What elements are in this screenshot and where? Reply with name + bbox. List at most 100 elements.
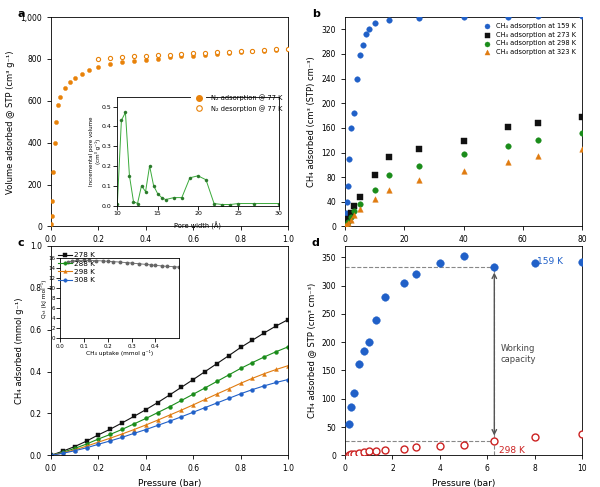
288 K (284, 344, 292, 350)
CH₄ adsorption at 159 K (352, 75, 362, 82)
CH₄ adsorption at 159 K (344, 155, 354, 163)
CH₄ adsorption at 273 K (503, 123, 513, 131)
Text: d: d (312, 238, 320, 247)
Text: 159 K: 159 K (537, 257, 563, 266)
Text: b: b (312, 9, 320, 19)
308 K (249, 387, 256, 393)
CH₄ adsorption at 298 K (349, 207, 359, 215)
278 K (237, 345, 244, 351)
CH₄ adsorption at 323 K (340, 223, 350, 230)
Text: a: a (18, 9, 25, 19)
278 K (284, 317, 292, 322)
298 K (202, 396, 209, 402)
308 K (190, 409, 197, 415)
CH₄ adsorption at 159 K (503, 13, 513, 21)
Y-axis label: CH₄ adsorbed (cm³ (STP) cm⁻³): CH₄ adsorbed (cm³ (STP) cm⁻³) (307, 56, 316, 187)
288 K (71, 446, 79, 451)
CH₄ adsorption at 298 K (341, 221, 351, 228)
288 K (178, 397, 185, 403)
CH₄ adsorption at 159 K (385, 16, 394, 23)
278 K (272, 323, 280, 329)
308 K (142, 427, 149, 432)
278 K (71, 444, 79, 450)
X-axis label: Pressure (bar): Pressure (bar) (432, 250, 495, 259)
288 K (190, 391, 197, 397)
CH₄ adsorption at 323 K (370, 195, 379, 203)
278 K (107, 426, 114, 432)
X-axis label: Relative pressure (P/P₀): Relative pressure (P/P₀) (116, 250, 223, 259)
CH₄ adsorption at 273 K (355, 193, 365, 201)
298 K (119, 431, 126, 437)
298 K (95, 439, 102, 445)
278 K (130, 413, 137, 419)
278 K (142, 407, 149, 412)
288 K (47, 452, 55, 458)
CH₄ adsorption at 323 K (343, 220, 353, 227)
CH₄ adsorption at 323 K (577, 145, 587, 153)
CH₄ adsorption at 298 K (370, 186, 379, 193)
278 K (249, 337, 256, 343)
288 K (154, 410, 161, 415)
298 K (166, 412, 173, 418)
298 K (261, 371, 268, 376)
278 K (83, 438, 90, 444)
CH₄ adsorption at 159 K (370, 19, 379, 27)
308 K (95, 441, 102, 447)
CH₄ adsorption at 159 K (414, 15, 424, 22)
298 K (284, 363, 292, 369)
CH₄ adsorption at 298 K (340, 222, 350, 230)
CH₄ adsorption at 323 K (355, 206, 365, 213)
288 K (83, 441, 90, 447)
298 K (59, 450, 67, 456)
CH₄ adsorption at 159 K (358, 41, 368, 49)
CH₄ adsorption at 323 K (349, 211, 359, 219)
Line: 308 K: 308 K (49, 377, 290, 457)
CH₄ adsorption at 273 K (343, 215, 353, 223)
CH₄ adsorption at 273 K (533, 119, 542, 127)
308 K (59, 450, 67, 456)
CH₄ adsorption at 159 K (349, 109, 359, 116)
288 K (249, 360, 256, 366)
288 K (59, 450, 67, 455)
298 K (178, 407, 185, 413)
CH₄ adsorption at 273 K (414, 146, 424, 153)
308 K (178, 414, 185, 420)
308 K (166, 418, 173, 424)
CH₄ adsorption at 273 K (459, 137, 469, 145)
298 K (142, 422, 149, 428)
308 K (284, 376, 292, 382)
CH₄ adsorption at 298 K (346, 213, 356, 221)
CH₄ adsorption at 298 K (577, 129, 587, 137)
308 K (107, 438, 114, 444)
278 K (95, 432, 102, 438)
X-axis label: Pressure (bar): Pressure (bar) (138, 479, 201, 487)
CH₄ adsorption at 298 K (385, 171, 394, 179)
CH₄ adsorption at 298 K (503, 143, 513, 150)
278 K (59, 448, 67, 454)
278 K (166, 392, 173, 398)
288 K (214, 378, 221, 384)
CH₄ adsorption at 159 K (341, 209, 351, 217)
Line: 288 K: 288 K (49, 345, 290, 457)
CH₄ adsorption at 273 K (370, 171, 379, 179)
X-axis label: Pressure (bar): Pressure (bar) (432, 479, 495, 487)
298 K (272, 367, 280, 373)
CH₄ adsorption at 159 K (340, 221, 350, 229)
Line: 278 K: 278 K (49, 318, 290, 457)
298 K (225, 386, 232, 392)
308 K (225, 395, 232, 401)
CH₄ adsorption at 323 K (503, 158, 513, 166)
278 K (214, 361, 221, 367)
CH₄ adsorption at 273 K (577, 113, 587, 121)
CH₄ adsorption at 159 K (361, 30, 371, 38)
Legend: N₂ adsorption @ 77 K, N₂ desorption @ 77 K: N₂ adsorption @ 77 K, N₂ desorption @ 77… (189, 92, 284, 114)
288 K (166, 404, 173, 410)
Legend: CH₄ adsorption at 159 K, CH₄ adsorption at 273 K, CH₄ adsorption at 298 K, CH₄ a: CH₄ adsorption at 159 K, CH₄ adsorption … (478, 20, 578, 58)
CH₄ adsorption at 298 K (343, 218, 353, 226)
278 K (190, 376, 197, 382)
CH₄ adsorption at 159 K (533, 13, 542, 20)
CH₄ adsorption at 323 K (414, 176, 424, 184)
308 K (71, 448, 79, 454)
278 K (119, 420, 126, 426)
CH₄ adsorption at 323 K (533, 152, 542, 160)
